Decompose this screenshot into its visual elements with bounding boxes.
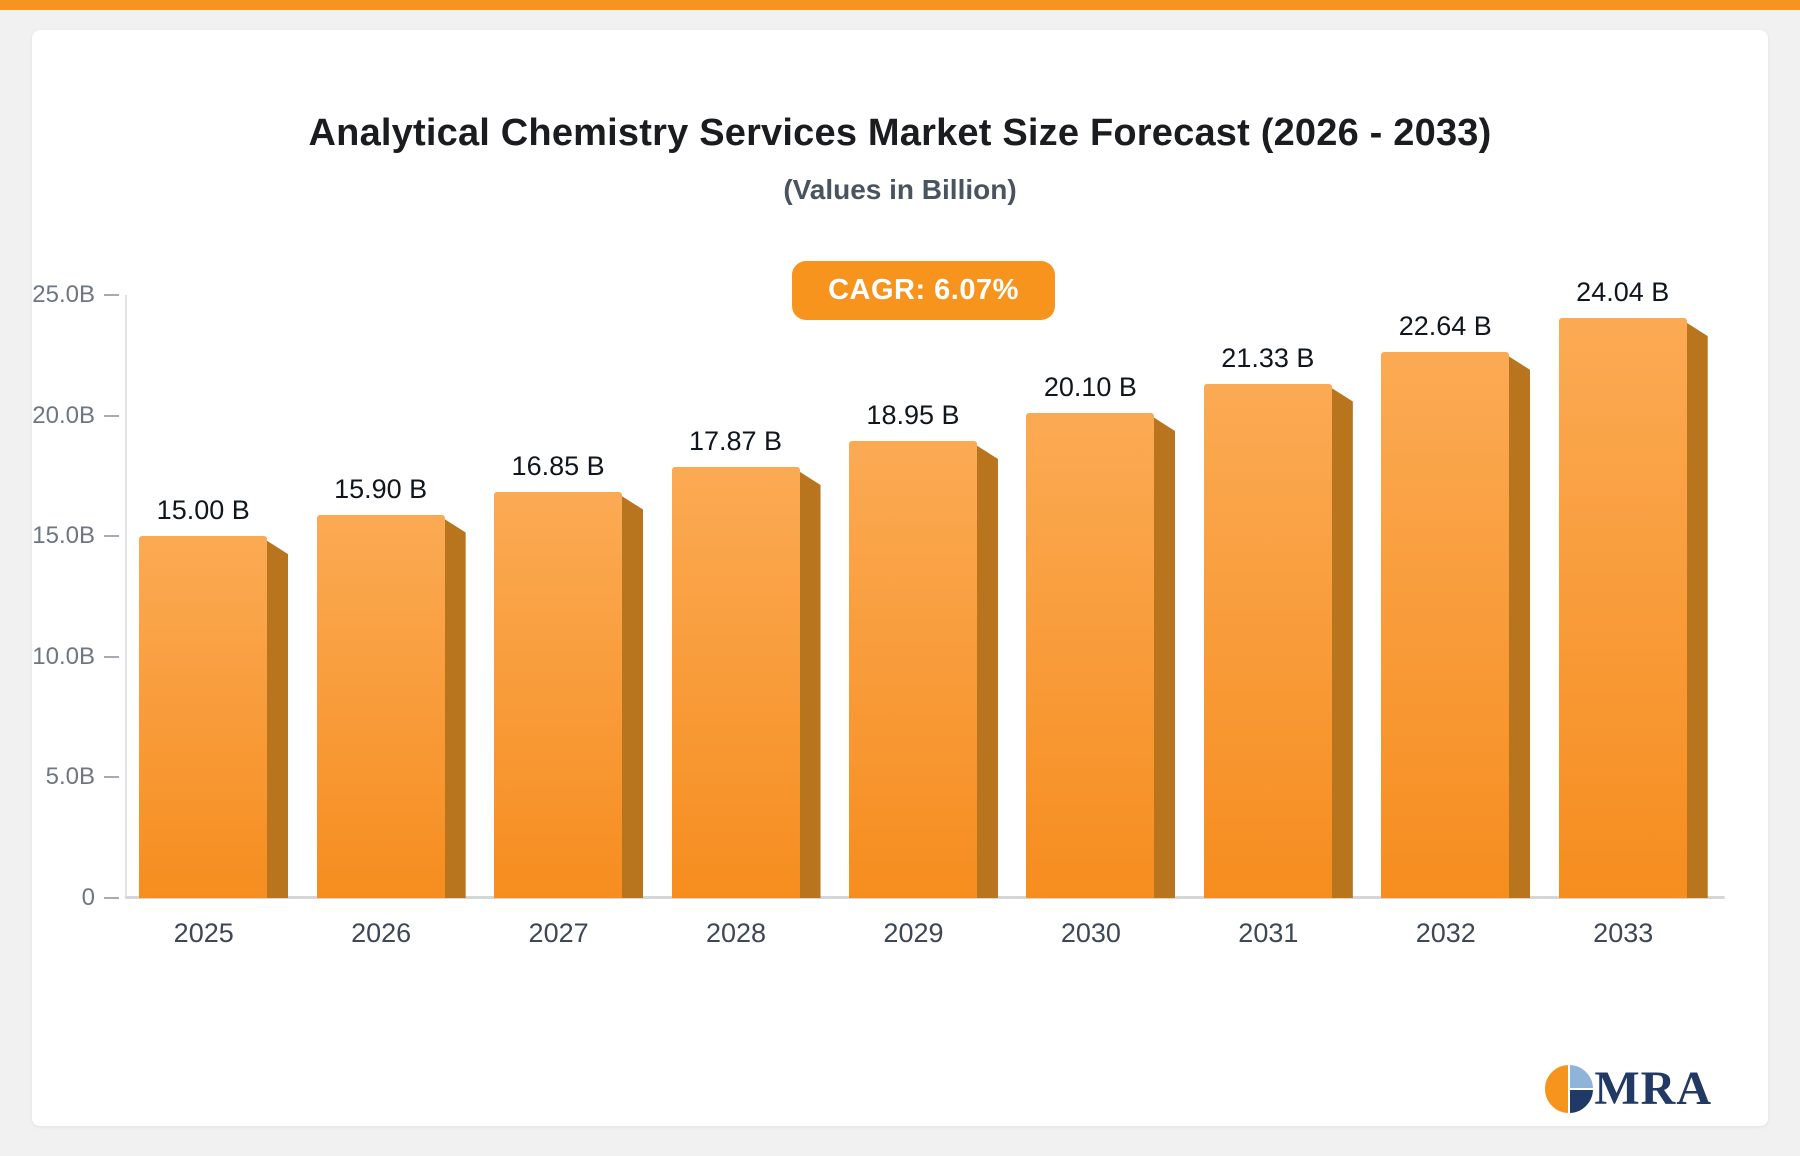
bar-side-face <box>1685 322 1708 898</box>
bar-value-label: 15.00 B <box>156 495 250 526</box>
bar-slot: 21.33 B <box>1190 295 1367 898</box>
brand-logo-text: MRA <box>1594 1062 1712 1115</box>
y-axis-line <box>125 295 127 898</box>
cagr-badge: CAGR: 6.07% <box>792 261 1055 320</box>
x-axis-label: 2026 <box>351 918 412 948</box>
bar-value-label: 22.64 B <box>1398 310 1492 341</box>
bar-front-face <box>1558 318 1687 898</box>
y-axis-tick <box>104 535 119 538</box>
y-axis-label: 25.0B <box>32 281 95 308</box>
logo-pie-icon <box>1543 1062 1596 1116</box>
bar-side-face <box>975 444 998 898</box>
bar: 20.10 B <box>1026 372 1176 898</box>
bar-value-label: 16.85 B <box>511 450 605 481</box>
bar: 21.33 B <box>1203 343 1353 898</box>
bar-front-face <box>1203 383 1332 898</box>
bar-front-face <box>1381 351 1510 898</box>
bars-container: 15.00 B 15.90 B 16.85 B 17.87 B 18.95 B 20.10… <box>125 277 1722 898</box>
chart-title: Analytical Chemistry Services Market Siz… <box>308 112 1492 154</box>
bar-side-face <box>266 540 289 898</box>
bar-side-face <box>798 470 821 898</box>
bar-slot: 18.95 B <box>835 295 1012 898</box>
bar-front-face <box>316 514 445 898</box>
logo-pie-slice-1 <box>1568 1062 1596 1090</box>
bar-side-face <box>1330 387 1353 898</box>
logo-pie-slice-2 <box>1568 1088 1596 1116</box>
y-axis-label: 20.0B <box>32 401 95 429</box>
bar-side-face <box>1153 417 1176 898</box>
bar-front-face <box>139 536 268 898</box>
y-axis-label: 15.0B <box>32 522 95 550</box>
x-axis-label: 2033 <box>1593 918 1654 948</box>
bar-side-face <box>1508 355 1531 898</box>
y-axis: 25.0B 20.0B 15.0B 10.0B 5.0B 0 <box>32 281 125 911</box>
bar-slot: 24.04 B <box>1545 277 1722 898</box>
chart-subtitle: (Values in Billion) <box>783 174 1017 205</box>
bar-side-face <box>621 495 644 898</box>
bar-value-label: 20.10 B <box>1043 372 1137 403</box>
y-axis-label: 5.0B <box>45 763 95 791</box>
bar-value-label: 18.95 B <box>866 399 960 430</box>
bar-slot: 17.87 B <box>657 295 834 898</box>
x-axis-label: 2025 <box>173 918 234 948</box>
bar: 15.00 B <box>139 495 289 898</box>
bar-slot: 20.10 B <box>1012 295 1189 898</box>
x-axis-label: 2031 <box>1238 918 1299 948</box>
y-axis-tick <box>104 776 119 779</box>
bar-slot: 15.00 B <box>125 295 302 898</box>
bar-front-face <box>848 440 977 898</box>
chart-card: Analytical Chemistry Services Market Siz… <box>32 30 1768 1126</box>
bar-slot: 16.85 B <box>480 295 657 898</box>
bar-front-face <box>671 466 800 898</box>
bar-value-label: 21.33 B <box>1221 342 1315 373</box>
logo-pie-slice-0 <box>1543 1062 1571 1116</box>
brand-logo: MRA <box>1540 1060 1712 1118</box>
x-axis-label: 2032 <box>1415 918 1476 948</box>
x-axis-label: 2028 <box>705 918 767 948</box>
bar: 22.64 B <box>1381 311 1531 898</box>
bar: 18.95 B <box>848 400 998 898</box>
y-axis-tick <box>104 897 119 899</box>
bar-front-face <box>1026 413 1155 898</box>
bar: 24.04 B <box>1558 277 1708 898</box>
bar-front-face <box>494 491 623 898</box>
top-accent-bar <box>0 0 1800 10</box>
x-axis-label: 2030 <box>1060 918 1121 948</box>
bar: 17.87 B <box>671 426 821 898</box>
bar: 15.90 B <box>316 474 466 898</box>
cagr-badge-row: CAGR: 6.07% <box>125 261 1722 320</box>
bar-value-label: 17.87 B <box>688 425 783 456</box>
y-axis-tick <box>104 294 119 296</box>
y-axis-tick <box>104 655 119 658</box>
bar-slot: 22.64 B <box>1367 295 1544 898</box>
bar-value-label: 24.04 B <box>1576 277 1670 308</box>
y-axis-label: 0 <box>81 884 95 911</box>
y-axis-tick <box>104 414 119 417</box>
x-axis-label: 2027 <box>528 918 589 948</box>
x-axis-labels: 2025 2026 2027 2028 2029 2030 2031 2032 2033 <box>125 918 1722 949</box>
x-axis-label: 2029 <box>883 918 944 948</box>
y-axis-label: 10.0B <box>32 642 95 670</box>
bar-value-label: 15.90 B <box>334 473 428 504</box>
bar-side-face <box>443 518 466 898</box>
bar-slot: 15.90 B <box>302 295 479 898</box>
bar: 16.85 B <box>494 451 644 898</box>
